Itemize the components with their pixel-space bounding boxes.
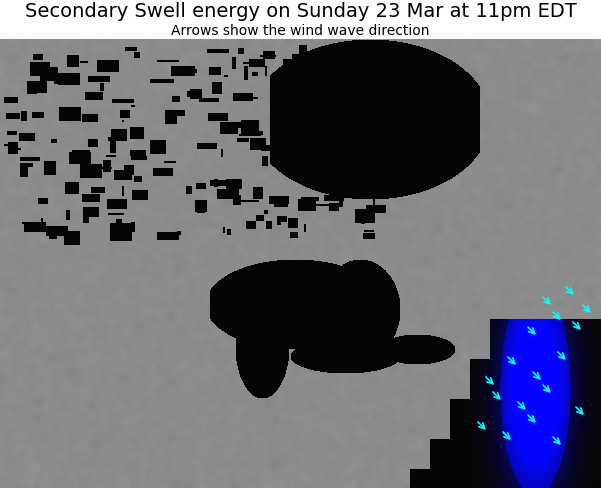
Text: Secondary Swell energy on Sunday 23 Mar at 11pm EDT: Secondary Swell energy on Sunday 23 Mar … <box>25 2 576 20</box>
Text: Arrows show the wind wave direction: Arrows show the wind wave direction <box>171 24 430 38</box>
